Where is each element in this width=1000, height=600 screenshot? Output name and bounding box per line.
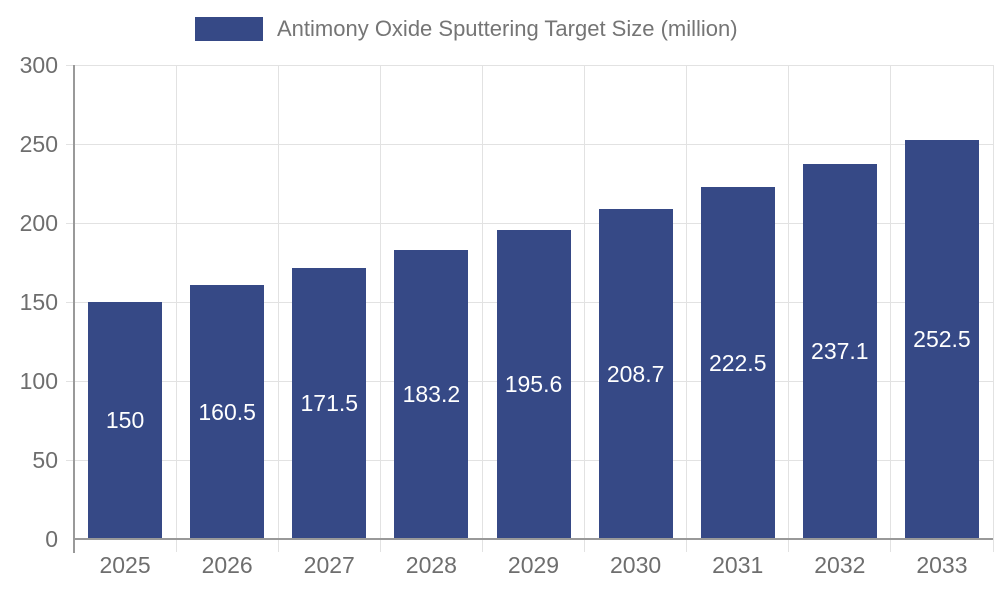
x-tick-label: 2028 (405, 552, 457, 578)
x-tick-label: 2027 (303, 552, 355, 578)
bar-2030[interactable]: 208.7 (598, 209, 673, 539)
y-axis-line (73, 65, 75, 553)
gridline-vertical (890, 65, 892, 552)
bar-value-label: 171.5 (300, 390, 359, 416)
gridline-vertical (686, 65, 688, 552)
y-tick-label: 150 (19, 289, 58, 315)
legend-label: Antimony Oxide Sputtering Target Size (m… (277, 16, 738, 41)
x-tick-label: 2025 (99, 552, 151, 578)
gridline-vertical (992, 65, 994, 552)
y-tick-label: 100 (19, 368, 58, 394)
bar-value-label: 195.6 (504, 370, 563, 397)
x-tick-label: 2031 (712, 552, 764, 578)
bar-value-label: 237.1 (811, 338, 869, 365)
y-tick-label: 250 (19, 131, 58, 157)
legend-swatch (195, 17, 263, 41)
bar-2027[interactable]: 171.5 (292, 268, 367, 539)
x-tick-label: 2032 (814, 552, 866, 578)
gridline-vertical (379, 65, 381, 552)
bar-value-label: 252.5 (913, 326, 971, 353)
bar-value-label: 160.5 (198, 398, 256, 425)
bar-2032[interactable]: 237.1 (802, 164, 877, 539)
x-tick-label: 2030 (610, 552, 662, 578)
gridline-horizontal (66, 222, 993, 224)
gridline-vertical (788, 65, 790, 552)
gridline-vertical (175, 65, 177, 552)
x-tick-label: 2026 (201, 552, 253, 578)
bar-value-label: 208.7 (606, 360, 665, 387)
gridline-vertical (277, 65, 279, 552)
y-tick-label: 200 (19, 210, 58, 236)
gridline-vertical (481, 65, 483, 552)
y-tick-label: 0 (45, 526, 58, 552)
bar-value-label: 222.5 (708, 349, 767, 376)
gridline-horizontal (66, 64, 993, 66)
y-tick-label: 50 (32, 447, 58, 473)
bar-2025[interactable]: 150 (88, 302, 163, 539)
bar-value-label: 183.2 (402, 380, 461, 407)
bar-2033[interactable]: 252.5 (904, 140, 979, 539)
bar-2028[interactable]: 183.2 (394, 249, 469, 539)
plot-area: 150 160.5 171.5 183.2 195.6 208.7 222.5 237.1 25… (66, 64, 994, 553)
x-tick-label: 2029 (507, 552, 560, 578)
bar-2029[interactable]: 195.6 (496, 229, 571, 539)
legend[interactable]: Antimony Oxide Sputtering Target Size (m… (195, 16, 738, 42)
gridline-horizontal (66, 143, 993, 145)
bar-2031[interactable]: 222.5 (700, 187, 775, 539)
gridline-vertical (584, 65, 586, 552)
x-axis-line (73, 538, 993, 540)
bar-2026[interactable]: 160.5 (190, 285, 265, 539)
y-tick-label: 300 (19, 52, 58, 78)
bar-value-label: 150 (105, 407, 145, 433)
x-tick-label: 2033 (916, 552, 968, 578)
